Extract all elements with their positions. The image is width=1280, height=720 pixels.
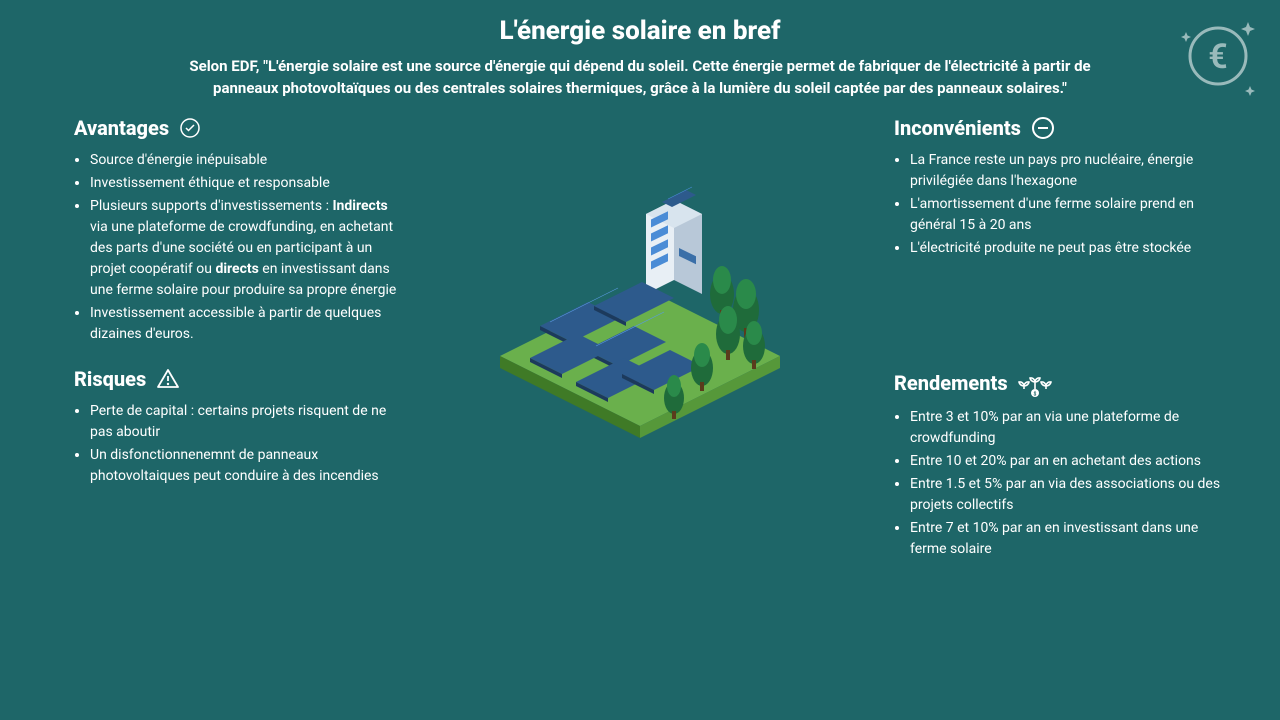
svg-text:€: € (1208, 37, 1227, 77)
inconvenients-title: Inconvénients (894, 116, 1021, 140)
page-title: L'énergie solaire en bref (160, 16, 1120, 46)
risques-list: Perte de capital : certains projets risq… (60, 401, 400, 487)
intro-text: Selon EDF, "L'énergie solaire est une so… (160, 56, 1120, 100)
solar-farm-illustration (470, 176, 810, 460)
avantages-list: Source d'énergie inépuisable Investissem… (60, 150, 400, 345)
list-item: Investissement accessible à partir de qu… (90, 303, 400, 345)
list-item: L'électricité produite ne peut pas être … (910, 238, 1230, 259)
list-item: Entre 7 et 10% par an en investissant da… (910, 518, 1230, 560)
list-item: Source d'énergie inépuisable (90, 150, 400, 171)
avantages-title: Avantages (74, 116, 169, 140)
warning-icon (156, 367, 180, 391)
inconvenients-list: La France reste un pays pro nucléaire, é… (880, 150, 1230, 259)
list-item: La France reste un pays pro nucléaire, é… (910, 150, 1230, 192)
rendements-list: Entre 3 et 10% par an via une plateforme… (880, 407, 1230, 560)
list-item: Entre 1.5 et 5% par an via des associati… (910, 474, 1230, 516)
rendements-title: Rendements (894, 371, 1008, 395)
growth-money-icon: $ (1018, 369, 1052, 397)
section-risques: Risques Perte de capital : certains proj… (60, 367, 400, 487)
section-avantages: Avantages Source d'énergie inépuisable I… (60, 116, 400, 345)
list-item: Perte de capital : certains projets risq… (90, 401, 400, 443)
section-inconvenients: Inconvénients La France reste un pays pr… (880, 116, 1230, 259)
list-item: Investissement éthique et responsable (90, 173, 400, 194)
list-item: Plusieurs supports d'investissements : I… (90, 196, 400, 301)
list-item: Entre 10 et 20% par an en achetant des a… (910, 451, 1230, 472)
risques-title: Risques (74, 367, 146, 391)
svg-text:$: $ (1033, 390, 1036, 397)
list-item: Un disfonctionnenemnt de panneaux photov… (90, 445, 400, 487)
check-circle-icon (179, 117, 201, 139)
section-rendements: Rendements $ Entre 3 et 10% par an via u… (880, 369, 1230, 560)
list-item: Entre 3 et 10% par an via une plateforme… (910, 407, 1230, 449)
list-item: L'amortissement d'une ferme solaire pren… (910, 194, 1230, 236)
minus-circle-icon (1031, 116, 1055, 140)
euro-badge-icon: € (1176, 14, 1260, 102)
